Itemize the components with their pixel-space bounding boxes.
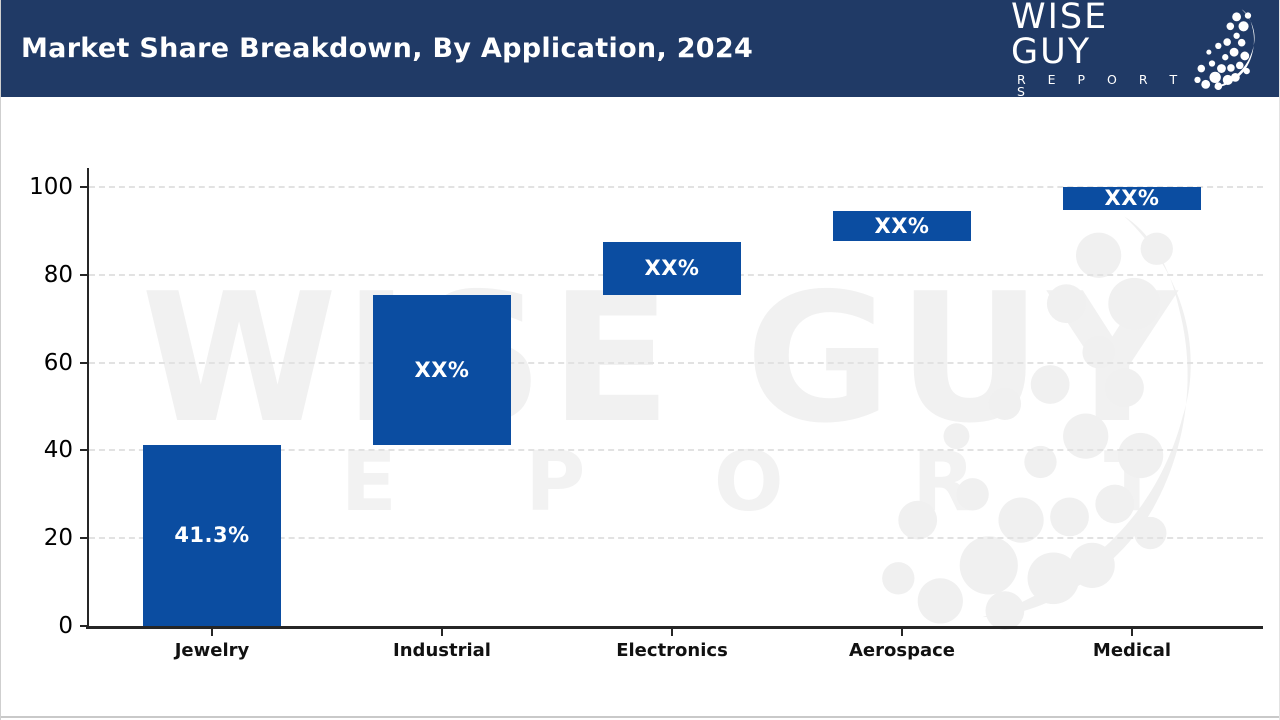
y-tick-mark bbox=[80, 273, 89, 276]
bottom-divider bbox=[1, 716, 1279, 718]
y-tick-label: 80 bbox=[43, 261, 73, 288]
bar-value-label: XX% bbox=[874, 214, 930, 239]
logo-text: WISE GUY R E P O R T S bbox=[1011, 0, 1201, 99]
watermark-head-icon bbox=[882, 216, 1191, 630]
x-category-label: Industrial bbox=[393, 640, 491, 661]
page-title: Market Share Breakdown, By Application, … bbox=[21, 33, 754, 64]
bar-jewelry: 41.3% bbox=[143, 444, 281, 626]
bar-industrial: XX% bbox=[373, 294, 511, 445]
gridline bbox=[89, 449, 1263, 452]
x-category-label: Aerospace bbox=[848, 640, 955, 661]
bar-electronics: XX% bbox=[603, 242, 741, 295]
y-tick-mark bbox=[80, 625, 89, 627]
y-tick-label: 20 bbox=[43, 525, 73, 552]
logo-wordmark: WISE GUY bbox=[1011, 0, 1109, 72]
x-category-label: Jewelry bbox=[174, 640, 250, 661]
y-tick-label: 100 bbox=[29, 174, 73, 200]
y-tick-mark bbox=[80, 186, 89, 188]
gridline bbox=[89, 537, 1263, 540]
x-tick-mark bbox=[211, 628, 213, 636]
logo-subtitle: R E P O R T S bbox=[1017, 71, 1187, 99]
y-axis-line bbox=[87, 168, 89, 628]
y-tick-label: 0 bbox=[58, 613, 73, 639]
x-tick-mark bbox=[441, 628, 443, 636]
y-tick-mark bbox=[80, 537, 89, 540]
bar-value-label: XX% bbox=[1104, 186, 1160, 211]
x-tick-mark bbox=[671, 628, 673, 636]
bar-value-label: XX% bbox=[414, 357, 470, 382]
y-tick-mark bbox=[80, 449, 89, 452]
y-tick-label: 60 bbox=[43, 349, 73, 376]
header-band: Market Share Breakdown, By Application, … bbox=[1, 0, 1279, 98]
x-tick-mark bbox=[901, 628, 903, 636]
x-tick-mark bbox=[1131, 628, 1133, 636]
x-category-label: Electronics bbox=[616, 640, 728, 661]
gridline bbox=[89, 186, 1263, 188]
y-tick-label: 40 bbox=[43, 437, 73, 464]
y-tick-mark bbox=[80, 361, 89, 364]
gridline bbox=[89, 361, 1263, 364]
bar-medical: XX% bbox=[1063, 186, 1201, 211]
x-axis-line bbox=[86, 626, 1263, 629]
bar-value-label: XX% bbox=[644, 256, 700, 281]
wise-guy-logo: WISE GUY R E P O R T S bbox=[1011, 0, 1261, 98]
logo-head-icon bbox=[1194, 9, 1255, 90]
bar-value-label: 41.3% bbox=[174, 523, 250, 548]
bar-aerospace: XX% bbox=[833, 210, 971, 242]
x-category-label: Medical bbox=[1092, 640, 1172, 661]
